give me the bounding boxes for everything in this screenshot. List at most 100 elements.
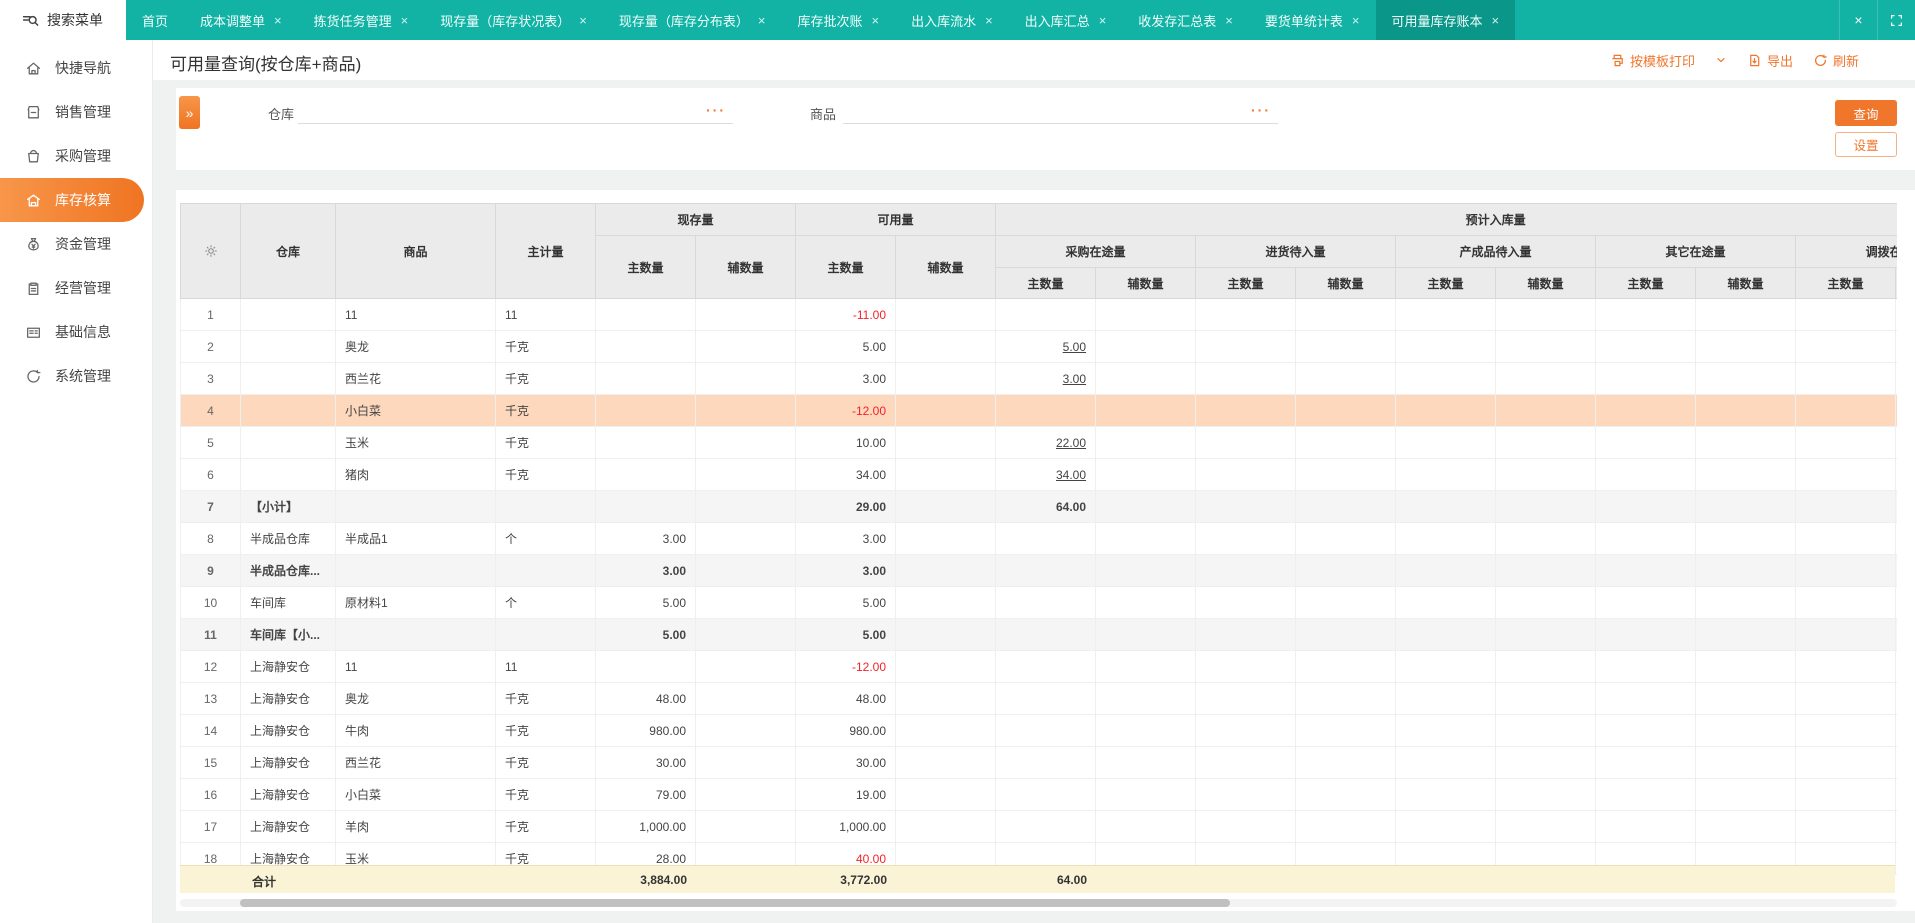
table-row[interactable]: 4 小白菜 千克 -12.00 <box>180 394 1897 427</box>
tab-cost-adjustment[interactable]: 成本调整单 × <box>184 0 298 40</box>
sidebar-item-operations[interactable]: 经营管理 <box>0 266 152 310</box>
fullscreen-icon[interactable] <box>1877 0 1915 40</box>
cell-purchase-main[interactable]: 22.00 <box>995 426 1097 459</box>
tab-receipt-summary[interactable]: 收发存汇总表 × <box>1122 0 1249 40</box>
settings-button[interactable]: 设置 <box>1835 132 1897 157</box>
table-row[interactable]: 12 上海静安仓 11 11 -12.00 <box>180 650 1897 683</box>
tab-close-icon[interactable]: × <box>985 12 993 28</box>
tab-onhand-distribution[interactable]: 现存量（库存分布表） × <box>603 0 782 40</box>
cell-transfer-aux <box>1895 362 1897 395</box>
tab-close-icon[interactable]: × <box>400 12 409 28</box>
column-settings-icon[interactable] <box>204 244 218 258</box>
cell-transfer-main <box>1795 618 1897 651</box>
subgroup-header: 调拨在途量 <box>1795 235 1897 268</box>
table-row[interactable]: 3 西兰花 千克 3.00 3.00 <box>180 362 1897 395</box>
tab-label: 要货单统计表 <box>1264 13 1343 29</box>
sidebar-item-funds[interactable]: 资金管理 <box>0 222 152 266</box>
cell-warehouse: 半成品仓库 <box>240 522 336 555</box>
cell-row-number: 7 <box>180 490 241 523</box>
cell-row-number: 16 <box>180 778 241 811</box>
cell-finished-main <box>1395 362 1497 395</box>
warehouse-picker-button[interactable]: ··· <box>706 102 726 118</box>
tab-onhand-status[interactable]: 现存量（库存状况表） × <box>424 0 603 40</box>
refresh-button[interactable]: 刷新 <box>1813 51 1859 70</box>
cell-finished-main <box>1395 490 1497 523</box>
main-content: 可用量查询(按仓库+商品) 按模板打印 导出 刷新 <box>153 40 1915 923</box>
table-row[interactable]: 14 上海静安仓 牛肉 千克 980.00 980.00 <box>180 714 1897 747</box>
cell-row-number: 1 <box>180 298 241 331</box>
sidebar-item-sales[interactable]: 销售管理 <box>0 90 152 134</box>
cell-purchase-main <box>995 714 1097 747</box>
product-picker-button[interactable]: ··· <box>1251 102 1271 118</box>
cell-transfer-main <box>1795 778 1897 811</box>
warehouse-filter-input[interactable] <box>298 102 733 124</box>
sidebar-item-purchase[interactable]: 采购管理 <box>0 134 152 178</box>
table-row[interactable]: 11 车间库【小... 5.00 5.00 <box>180 618 1897 651</box>
tab-picking-task[interactable]: 拣货任务管理 × <box>298 0 425 40</box>
cell-row-number: 4 <box>180 394 241 427</box>
table-row[interactable]: 16 上海静安仓 小白菜 千克 79.00 19.00 <box>180 778 1897 811</box>
table-row[interactable]: 1 11 11 -11.00 <box>180 298 1897 331</box>
table-row[interactable]: 15 上海静安仓 西兰花 千克 30.00 30.00 <box>180 746 1897 779</box>
tab-home[interactable]: 首页 <box>126 0 184 40</box>
tab-available-ledger[interactable]: 可用量库存账本 × <box>1375 0 1516 40</box>
sidebar-item-basic-info[interactable]: 基础信息 <box>0 310 152 354</box>
tab-close-icon[interactable]: × <box>1491 12 1500 28</box>
cell-purchase-main[interactable]: 5.00 <box>995 330 1097 363</box>
collapse-filters-handle[interactable]: » <box>179 96 200 129</box>
cell-other-main <box>1595 682 1697 715</box>
tab-close-icon[interactable]: × <box>274 12 282 28</box>
sidebar-item-inventory[interactable]: 库存核算 <box>0 178 144 222</box>
subgroup-header: 采购在途量 <box>995 235 1197 268</box>
tab-inout-summary[interactable]: 出入库汇总 × <box>1009 0 1123 40</box>
column-header: 辅数量 <box>1095 267 1197 299</box>
table-row[interactable]: 10 车间库 原材料1 个 5.00 5.00 <box>180 586 1897 619</box>
query-button[interactable]: 查询 <box>1835 100 1897 126</box>
table-row[interactable]: 8 半成品仓库 半成品1 个 3.00 3.00 <box>180 522 1897 555</box>
tab-demand-stats[interactable]: 要货单统计表 × <box>1249 0 1376 40</box>
sidebar-item-quick-nav[interactable]: 快捷导航 <box>0 46 152 90</box>
table-row[interactable]: 5 玉米 千克 10.00 22.00 <box>180 426 1897 459</box>
cell-finished-aux <box>1495 490 1597 523</box>
cell-purchase-main[interactable]: 34.00 <box>995 458 1097 491</box>
table-row[interactable]: 9 半成品仓库... 3.00 3.00 <box>180 554 1897 587</box>
cell-other-aux <box>1695 714 1797 747</box>
chevron-down-icon[interactable] <box>1715 54 1727 66</box>
tab-close-icon[interactable]: × <box>1098 12 1107 28</box>
sidebar-item-system[interactable]: 系统管理 <box>0 354 152 398</box>
close-all-tabs-icon[interactable]: × <box>1839 0 1877 40</box>
cell-onhand-aux <box>694 394 797 427</box>
horizontal-scrollbar-thumb[interactable] <box>240 899 1230 907</box>
table-row[interactable]: 17 上海静安仓 羊肉 千克 1,000.00 1,000.00 <box>180 810 1897 843</box>
table-row[interactable]: 13 上海静安仓 奥龙 千克 48.00 48.00 <box>180 682 1897 715</box>
export-icon <box>1750 54 1760 66</box>
export-button[interactable]: 导出 <box>1747 51 1793 70</box>
cell-unit: 千克 <box>495 810 596 843</box>
sidebar: 快捷导航销售管理 采购管理库存核算资金管理 经营管理 基础信息 系统管理 <box>0 40 153 923</box>
tab-close-icon[interactable]: × <box>871 12 880 28</box>
tab-close-icon[interactable]: × <box>579 12 587 28</box>
cell-purchase-main[interactable]: 3.00 <box>995 362 1097 395</box>
tab-inout-flow[interactable]: 出入库流水 × <box>895 0 1009 40</box>
cell-available-main: 5.00 <box>795 330 897 363</box>
column-header: 辅数量 <box>694 235 797 299</box>
product-filter-input[interactable] <box>843 102 1278 124</box>
tab-close-icon[interactable]: × <box>757 12 766 28</box>
cell-other-aux <box>1695 650 1797 683</box>
tab-close-icon[interactable]: × <box>1225 12 1233 28</box>
cell-finished-main <box>1395 682 1497 715</box>
tab-close-icon[interactable]: × <box>1351 12 1360 28</box>
table-row[interactable]: 7 【小计】 29.00 64.00 <box>180 490 1897 523</box>
search-menu[interactable]: 搜索菜单 <box>0 0 126 40</box>
table-row[interactable]: 2 奥龙 千克 5.00 5.00 <box>180 330 1897 363</box>
print-by-template-button[interactable]: 按模板打印 <box>1610 51 1695 70</box>
table-viewport: 仓库 商品 主计量 现存量 可用量 预计入库量 主数量 辅数量 主数量 辅数量 采购在途量 进货待入量… <box>180 203 1897 893</box>
sidebar-item-label: 库存核算 <box>55 192 111 208</box>
cell-transfer-aux <box>1895 746 1897 779</box>
cell-available-main: 5.00 <box>795 618 897 651</box>
sidebar-item-label: 快捷导航 <box>55 60 111 76</box>
cell-transfer-aux <box>1895 714 1897 747</box>
cell-onhand-main <box>595 426 696 459</box>
tab-stock-batch[interactable]: 库存批次账 × <box>781 0 895 40</box>
table-row[interactable]: 6 猪肉 千克 34.00 34.00 <box>180 458 1897 491</box>
